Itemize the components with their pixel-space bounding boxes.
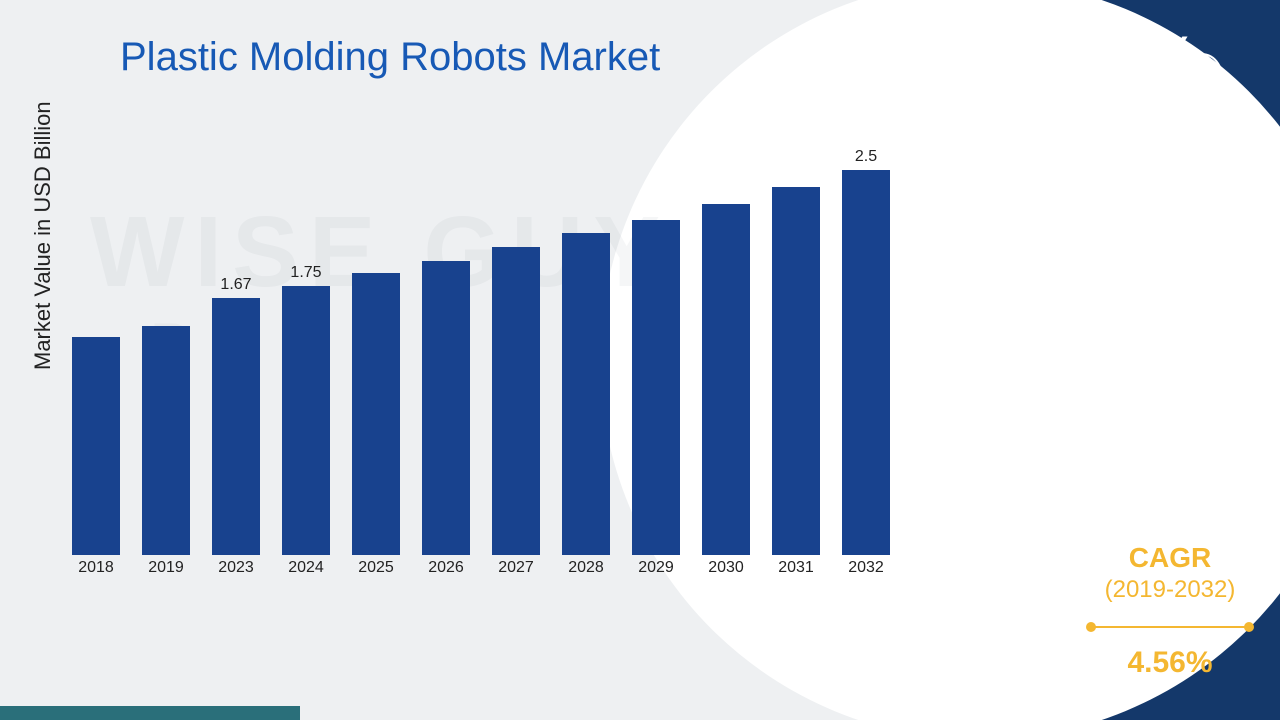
bar: 1.67 — [212, 298, 260, 555]
bar — [492, 247, 540, 555]
x-axis-ticks: 2018 2019 2023 2024 2025 2026 2027 2028 2029 2030… — [72, 559, 912, 585]
x-tick-label: 2024 — [282, 559, 330, 577]
cagr-value: 4.56% — [1060, 646, 1280, 680]
x-tick-label: 2028 — [562, 559, 610, 577]
x-tick-label: 2026 — [422, 559, 470, 577]
x-tick-label: 2032 — [842, 559, 890, 577]
x-tick-label: 2027 — [492, 559, 540, 577]
bar — [422, 261, 470, 555]
plot-area: 1.67 1.75 2.5 — [72, 155, 912, 555]
bar — [772, 187, 820, 555]
head-icon — [1166, 52, 1236, 132]
infographic-stage: WISE GUY REPORTS Plastic Molding Robots … — [0, 0, 1280, 720]
cagr-label: CAGR — [1060, 542, 1280, 574]
bottom-accent-bar — [0, 706, 300, 720]
bar — [72, 337, 120, 555]
bar — [352, 273, 400, 555]
brand-logo: WISE GUY R E P O R T S — [990, 30, 1250, 109]
bar — [632, 220, 680, 555]
bar-value-label: 2.5 — [842, 148, 890, 166]
chart-title: Plastic Molding Robots Market — [120, 35, 660, 80]
bar — [702, 204, 750, 555]
cagr-block: CAGR (2019-2032) 4.56% — [1060, 542, 1280, 680]
x-tick-label: 2025 — [352, 559, 400, 577]
cagr-divider — [1090, 626, 1250, 628]
bar: 1.75 — [282, 286, 330, 555]
bar: 2.5 — [842, 170, 890, 555]
x-tick-label: 2018 — [72, 559, 120, 577]
bar-chart: 1.67 1.75 2.5 2018 2019 2023 2024 2025 2026 2027… — [72, 155, 912, 585]
x-tick-label: 2019 — [142, 559, 190, 577]
cagr-years: (2019-2032) — [1060, 576, 1280, 604]
bar — [562, 233, 610, 555]
bar-value-label: 1.67 — [212, 276, 260, 294]
x-tick-label: 2029 — [632, 559, 680, 577]
x-tick-label: 2031 — [772, 559, 820, 577]
y-axis-label: Market Value in USD Billion — [30, 101, 56, 370]
bar-value-label: 1.75 — [282, 264, 330, 282]
bar — [142, 326, 190, 555]
x-tick-label: 2023 — [212, 559, 260, 577]
x-tick-label: 2030 — [702, 559, 750, 577]
